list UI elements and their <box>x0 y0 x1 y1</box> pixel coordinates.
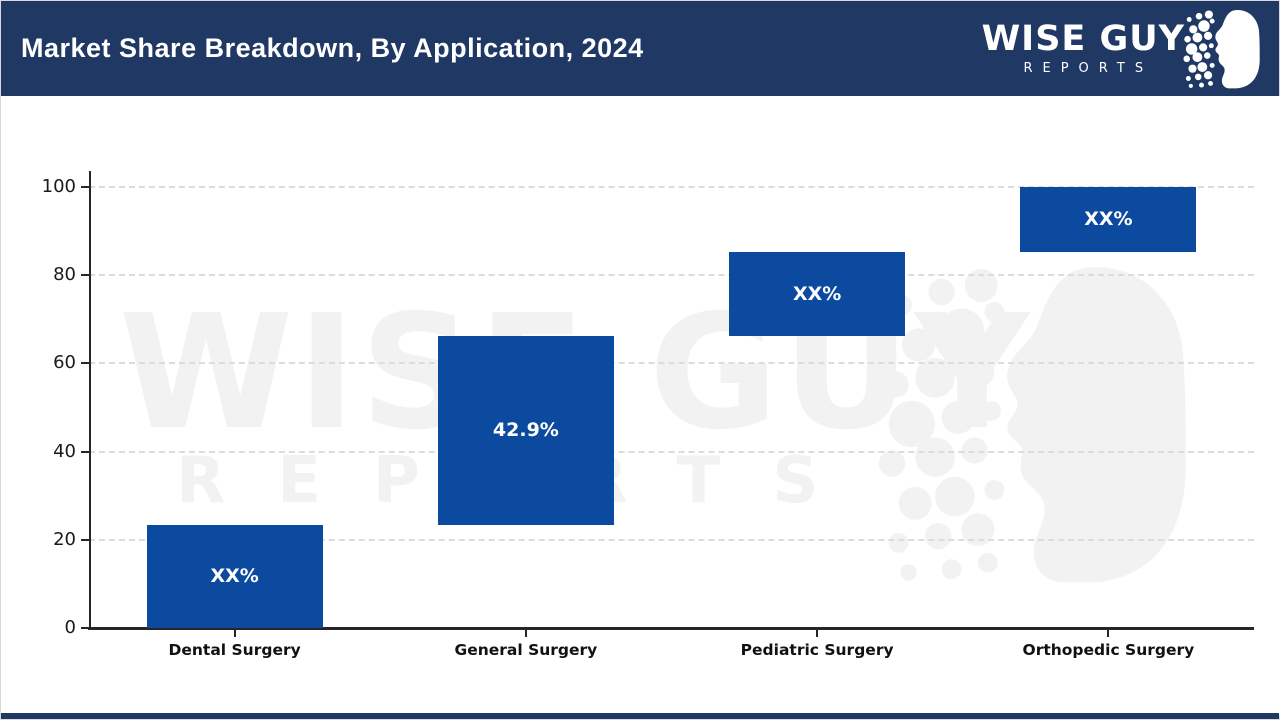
x-axis <box>88 627 1254 630</box>
gridline-40 <box>89 450 1254 453</box>
logo-wordmark-block: WISE GUY REPORTS <box>981 18 1185 76</box>
logo-subtitle: REPORTS <box>1023 60 1154 76</box>
y-tick-label-80: 80 <box>53 264 76 286</box>
y-tick-label-20: 20 <box>53 528 76 550</box>
gridline-60 <box>89 362 1254 365</box>
bar-dental-surgery: XX% <box>146 524 323 628</box>
bar-value-label-pediatric-surgery: XX% <box>792 282 842 305</box>
y-axis <box>89 171 91 630</box>
logo-face-icon <box>1179 8 1265 90</box>
bar-value-label-general-surgery: 42.9% <box>492 419 559 442</box>
x-category-label-general-surgery: General Surgery <box>454 641 598 659</box>
x-tick-orthopedic-surgery <box>1107 629 1110 637</box>
x-category-label-dental-surgery: Dental Surgery <box>168 641 301 659</box>
gridline-100 <box>89 186 1254 188</box>
bar-value-label-orthopedic-surgery: XX% <box>1084 208 1133 231</box>
footer-bar <box>1 713 1279 719</box>
header: Market Share Breakdown, By Application, … <box>1 1 1279 96</box>
wise-guy-logo: WISE GUY REPORTS <box>982 8 1265 90</box>
bar-pediatric-surgery: XX% <box>729 251 906 336</box>
logo-wordmark: WISE GUY <box>981 18 1185 59</box>
y-tick-label-100: 100 <box>41 176 76 197</box>
gridline-20 <box>89 538 1254 541</box>
chart-title: Market Share Breakdown, By Application, … <box>21 33 644 63</box>
x-category-label-orthopedic-surgery: Orthopedic Surgery <box>1022 641 1195 659</box>
x-tick-pediatric-surgery <box>816 629 819 637</box>
y-tick-label-0: 0 <box>64 617 76 638</box>
x-category-label-pediatric-surgery: Pediatric Surgery <box>740 641 894 659</box>
bar-general-surgery: 42.9% <box>437 335 614 525</box>
y-tick-60 <box>81 362 89 365</box>
x-tick-general-surgery <box>524 629 527 637</box>
y-tick-40 <box>81 450 89 453</box>
gridline-80 <box>89 274 1254 277</box>
bar-orthopedic-surgery: XX% <box>1020 187 1197 252</box>
y-tick-80 <box>81 274 89 277</box>
x-tick-dental-surgery <box>233 629 236 637</box>
y-tick-20 <box>81 538 89 541</box>
bar-value-label-dental-surgery: XX% <box>210 565 259 588</box>
y-tick-label-40: 40 <box>53 440 76 462</box>
y-tick-0 <box>81 627 89 629</box>
y-tick-100 <box>81 186 89 188</box>
y-tick-label-60: 60 <box>53 352 76 374</box>
